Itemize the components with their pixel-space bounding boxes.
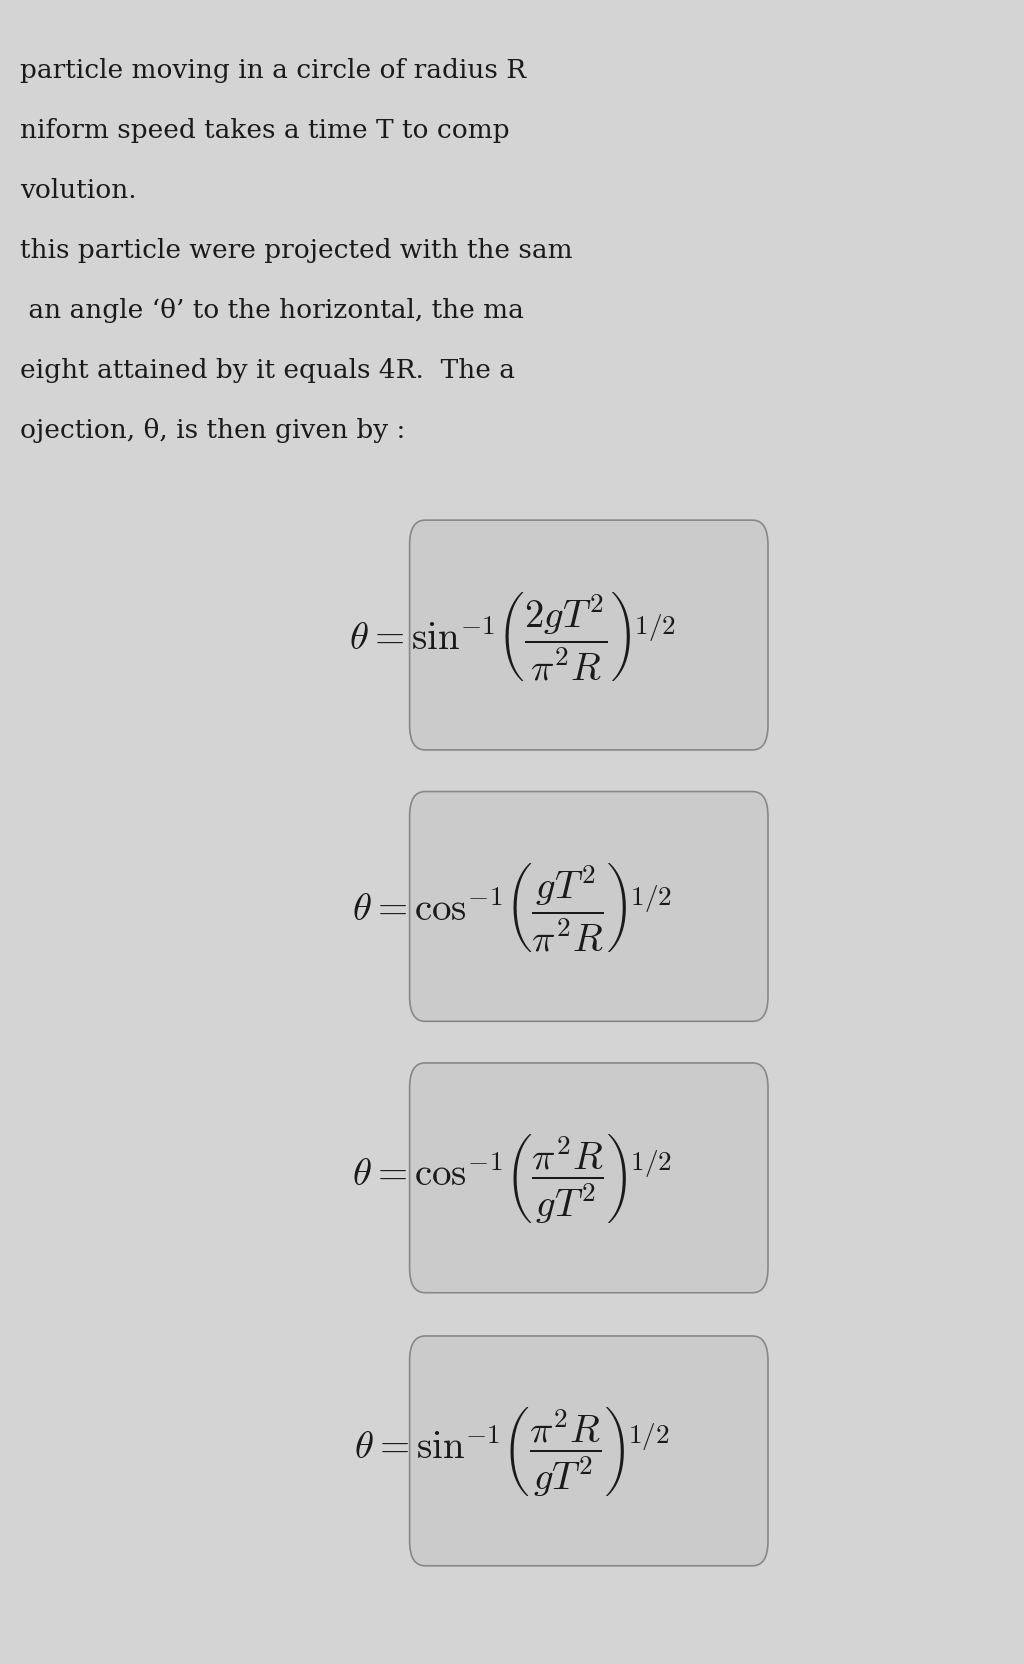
Text: $\theta = \cos^{-1}\!\left(\dfrac{\pi^2 R}{gT^2}\right)^{\!1/2}$: $\theta = \cos^{-1}\!\left(\dfrac{\pi^2 …: [352, 1132, 672, 1225]
Text: niform speed takes a time T to comp: niform speed takes a time T to comp: [20, 118, 510, 143]
Text: an angle ‘θ’ to the horizontal, the ma: an angle ‘θ’ to the horizontal, the ma: [20, 298, 524, 323]
Text: $\theta = \cos^{-1}\!\left(\dfrac{gT^2}{\pi^2 R}\right)^{\!1/2}$: $\theta = \cos^{-1}\!\left(\dfrac{gT^2}{…: [352, 860, 672, 953]
Text: $\theta = \sin^{-1}\!\left(\dfrac{2gT^2}{\pi^2 R}\right)^{\!1/2}$: $\theta = \sin^{-1}\!\left(\dfrac{2gT^2}…: [348, 589, 676, 682]
Text: eight attained by it equals 4R.  The a: eight attained by it equals 4R. The a: [20, 358, 515, 383]
FancyBboxPatch shape: [410, 792, 768, 1022]
FancyBboxPatch shape: [410, 521, 768, 750]
Text: volution.: volution.: [20, 178, 137, 203]
Text: this particle were projected with the sam: this particle were projected with the sa…: [20, 238, 573, 263]
FancyBboxPatch shape: [410, 1063, 768, 1293]
Text: particle moving in a circle of radius R: particle moving in a circle of radius R: [20, 58, 526, 83]
Text: $\theta = \sin^{-1}\!\left(\dfrac{\pi^2 R}{gT^2}\right)^{\!1/2}$: $\theta = \sin^{-1}\!\left(\dfrac{\pi^2 …: [354, 1404, 670, 1498]
FancyBboxPatch shape: [410, 1336, 768, 1566]
Text: ojection, θ, is then given by :: ojection, θ, is then given by :: [20, 418, 406, 443]
